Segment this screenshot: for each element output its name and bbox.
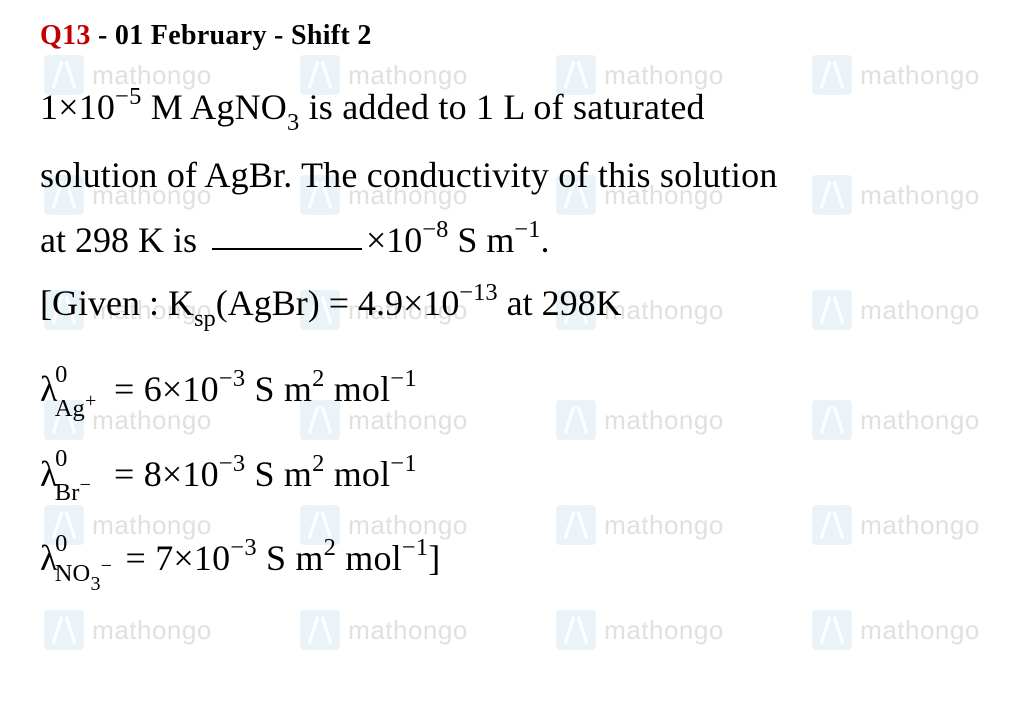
line3-unit-tail: S m [448, 220, 514, 260]
question-number: Q13 [40, 20, 91, 51]
watermark-unit: mathongo [812, 610, 980, 650]
body-line-2: solution of AgBr. The conductivity of th… [40, 142, 984, 209]
lambda-symbol-block: λ0Br− [40, 441, 105, 508]
given-mid: (AgBr) = 4.9×10 [216, 283, 460, 323]
lambda-line: λ0NO3− = 7×10−3 S m2 mol−1] [40, 525, 984, 592]
watermark-text: mathongo [348, 615, 468, 646]
line3-unit-sup: −1 [514, 216, 540, 243]
watermark-badge-icon [812, 610, 852, 650]
lambda-rhs: = 6×10−3 S m2 mol−1 [105, 369, 417, 409]
compound-sub: 3 [287, 109, 299, 136]
given-exp: −13 [459, 279, 497, 306]
watermark-badge-icon [556, 610, 596, 650]
watermark-unit: mathongo [556, 610, 724, 650]
compound-base: AgNO [190, 87, 287, 127]
watermark-text: mathongo [604, 615, 724, 646]
lambda-line: λ0Ag+ = 6×10−3 S m2 mol−1 [40, 356, 984, 423]
line1-mid: M [142, 87, 191, 127]
question-content: Q13 - 01 February - Shift 2 1×10−5 M AgN… [0, 0, 1024, 592]
line3-unit-exp: −8 [422, 216, 448, 243]
question-heading: Q13 - 01 February - Shift 2 [40, 20, 984, 52]
line3-period: . [540, 220, 549, 260]
lambda-rhs: = 8×10−3 S m2 mol−1 [105, 454, 417, 494]
lambda-symbol-block: λ0NO3− [40, 525, 116, 592]
given-tail: at 298K [498, 283, 622, 323]
watermark-unit: mathongo [44, 610, 212, 650]
line3-pre: at 298 K is [40, 220, 206, 260]
lambda-sub: Br− [55, 470, 91, 515]
body-line-3: at 298 K is ×10−8 S m−1. [40, 209, 984, 272]
line3-unit-pre: ×10 [366, 220, 422, 260]
given-line: [Given : Ksp(AgBr) = 4.9×10−13 at 298K [40, 272, 984, 338]
lambda-symbol-block: λ0Ag+ [40, 356, 105, 423]
line1-tail: is added to 1 L of saturated [299, 87, 704, 127]
answer-blank[interactable] [212, 219, 362, 251]
watermark-text: mathongo [860, 615, 980, 646]
conc-coeff: 1 [40, 87, 58, 127]
heading-rest: - 01 February - Shift 2 [91, 20, 372, 51]
lambda-rhs: = 7×10−3 S m2 mol−1] [116, 538, 440, 578]
ksp-sub: sp [194, 305, 216, 332]
given-pre: [Given : K [40, 283, 194, 323]
lambda-line: λ0Br− = 8×10−3 S m2 mol−1 [40, 441, 984, 508]
body-line-1: 1×10−5 M AgNO3 is added to 1 L of satura… [40, 74, 984, 142]
watermark-row: mathongo mathongo mathongo mathongo [0, 610, 1024, 650]
watermark-badge-icon [44, 610, 84, 650]
watermark-badge-icon [300, 610, 340, 650]
conc-exp: −5 [115, 83, 141, 110]
watermark-text: mathongo [92, 615, 212, 646]
lambda-sub: NO3− [55, 551, 113, 600]
lambda-sub: Ag+ [55, 386, 97, 431]
watermark-unit: mathongo [300, 610, 468, 650]
